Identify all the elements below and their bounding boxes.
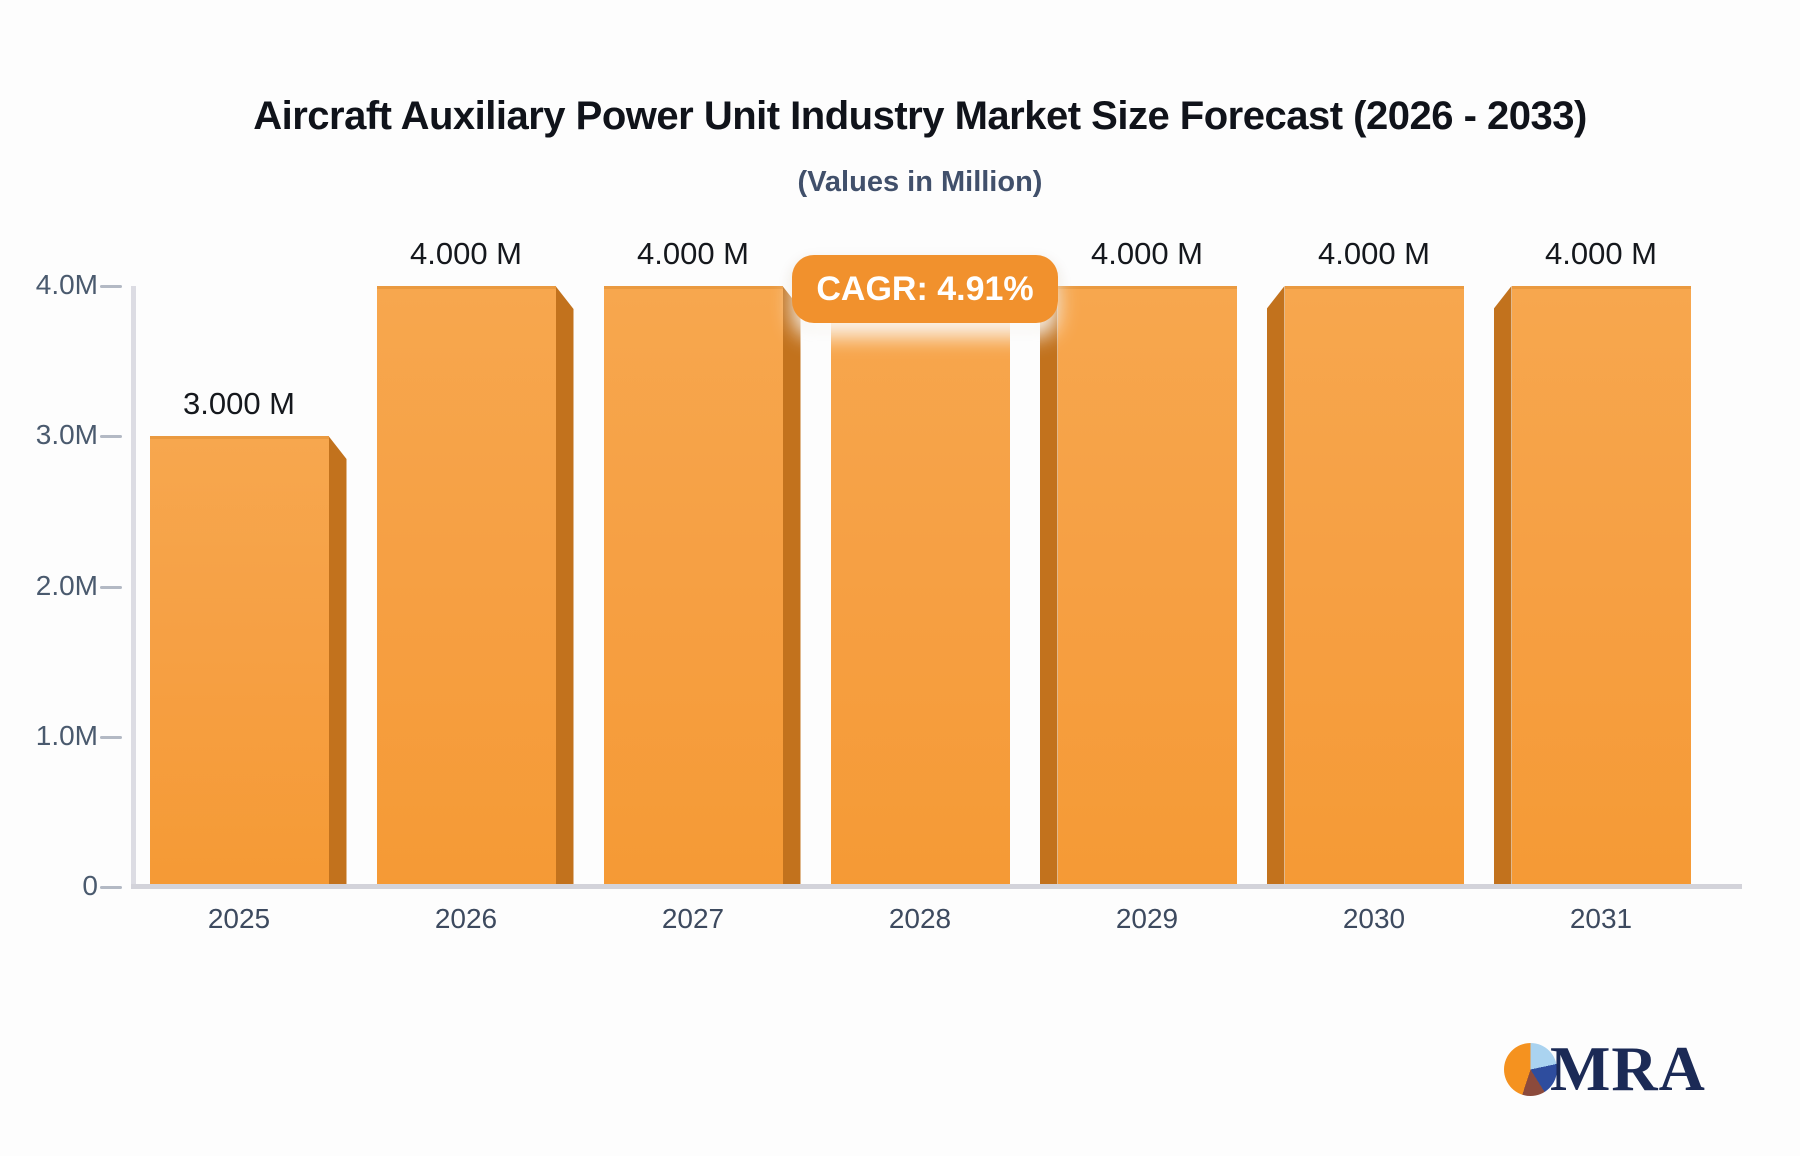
- bar-2027: [603, 286, 801, 887]
- bar-side-shadow-2026: [555, 286, 574, 887]
- x-tick-label-2031: 2031: [1569, 903, 1633, 934]
- y-axis-line: [131, 286, 136, 887]
- bar-face-2027: [603, 286, 783, 887]
- bar-face-2030: [1284, 286, 1464, 887]
- bar-side-shadow-2031: [1493, 286, 1512, 887]
- cagr-badge: CAGR: 4.91%: [792, 255, 1058, 323]
- y-tick-label: 4.0M: [35, 269, 98, 300]
- bar-side-shadow-2025: [328, 436, 347, 887]
- bar-2031: [1493, 286, 1691, 887]
- y-tick-label: 1.0M: [35, 720, 98, 751]
- bar-value-label-2027: 4.000 M: [636, 236, 749, 271]
- chart-title: Aircraft Auxiliary Power Unit Industry M…: [253, 94, 1587, 138]
- bar-face-2026: [376, 286, 556, 887]
- bar-face-2025: [149, 436, 329, 887]
- chart-subtitle: (Values in Million): [797, 166, 1043, 198]
- y-tick-dash: [100, 435, 122, 438]
- y-tick-dash: [100, 886, 122, 889]
- bar-side-shadow-2029: [1039, 286, 1058, 887]
- x-tick-label-2029: 2029: [1115, 903, 1179, 934]
- bar-side-shadow-2027: [782, 286, 801, 887]
- bar-value-label-2026: 4.000 M: [409, 236, 522, 271]
- bar-value-label-2030: 4.000 M: [1317, 236, 1430, 271]
- bar-2026: [376, 286, 574, 887]
- bar-value-label-2029: 4.000 M: [1090, 236, 1203, 271]
- y-tick-label: 0: [82, 870, 98, 901]
- x-tick-label-2027: 2027: [661, 903, 725, 934]
- x-tick-label-2025: 2025: [207, 903, 271, 934]
- bar-value-label-2031: 4.000 M: [1544, 236, 1657, 271]
- x-tick-label-2028: 2028: [888, 903, 952, 934]
- bar-side-shadow-2030: [1266, 286, 1285, 887]
- mra-logo-text: MRA: [1550, 1033, 1706, 1104]
- bar-2030: [1266, 286, 1464, 887]
- bar-2025: [149, 436, 347, 887]
- y-tick-dash: [100, 736, 122, 739]
- bar-2028: [830, 286, 1010, 887]
- mra-logo: MRA: [1502, 1033, 1722, 1106]
- bar-face-2028: [830, 286, 1010, 887]
- bar-2029: [1039, 286, 1237, 887]
- bar-value-label-2025: 3.000 M: [182, 386, 295, 421]
- x-tick-label-2030: 2030: [1342, 903, 1406, 934]
- bar-face-2029: [1057, 286, 1237, 887]
- y-tick-dash: [100, 586, 122, 589]
- y-tick-dash: [100, 285, 122, 288]
- mra-logo-pie-icon: [1504, 1043, 1557, 1096]
- y-tick-label: 3.0M: [35, 419, 98, 450]
- x-axis-line: [131, 884, 1742, 889]
- x-tick-label-2026: 2026: [434, 903, 498, 934]
- bar-face-2031: [1511, 286, 1691, 887]
- y-tick-label: 2.0M: [35, 570, 98, 601]
